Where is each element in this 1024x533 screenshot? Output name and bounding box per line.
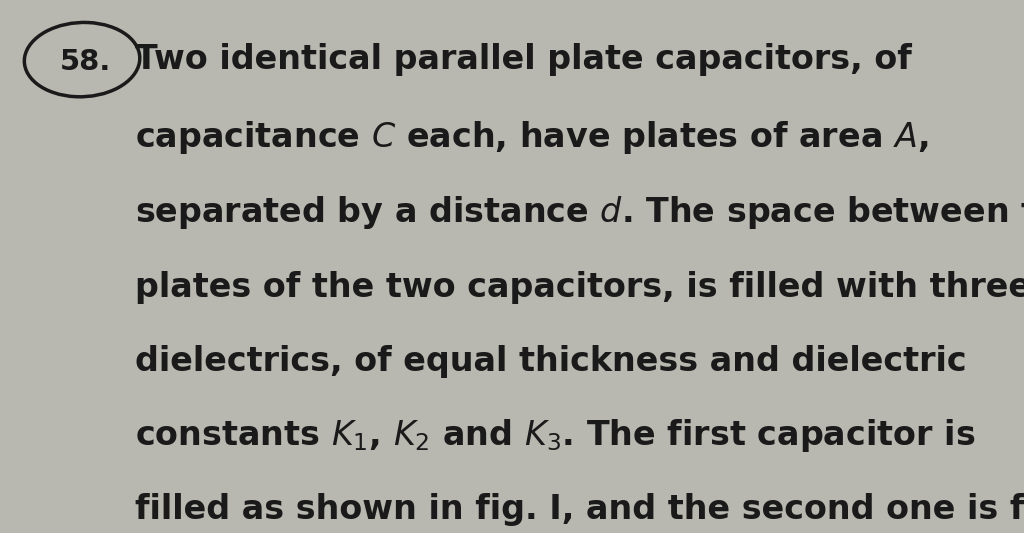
Text: constants $K_1$, $K_2$ and $K_3$. The first capacitor is: constants $K_1$, $K_2$ and $K_3$. The fi… — [135, 417, 975, 454]
Text: filled as shown in fig. I, and the second one is filled: filled as shown in fig. I, and the secon… — [135, 493, 1024, 526]
Text: plates of the two capacitors, is filled with three: plates of the two capacitors, is filled … — [135, 271, 1024, 304]
Text: capacitance $C$ each, have plates of area $A$,: capacitance $C$ each, have plates of are… — [135, 119, 928, 156]
Text: Two identical parallel plate capacitors, of: Two identical parallel plate capacitors,… — [135, 43, 911, 76]
Text: 58.: 58. — [59, 48, 111, 76]
Text: separated by a distance $d$. The space between the: separated by a distance $d$. The space b… — [135, 193, 1024, 231]
Text: dielectrics, of equal thickness and dielectric: dielectrics, of equal thickness and diel… — [135, 344, 967, 377]
